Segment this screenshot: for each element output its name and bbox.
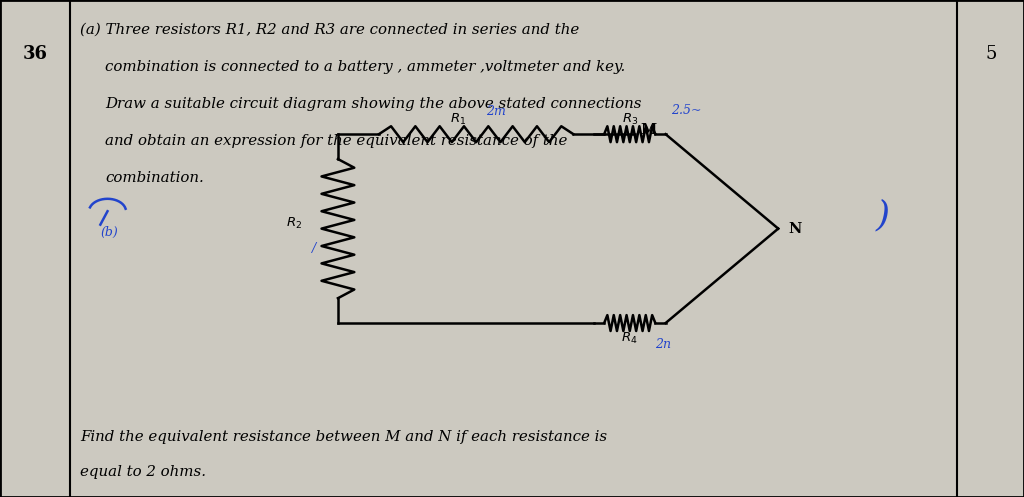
Text: N: N [788,222,802,236]
Text: $R_2$: $R_2$ [286,216,302,231]
Text: (a) Three resistors R1, R2 and R3 are connected in series and the: (a) Three resistors R1, R2 and R3 are co… [80,22,580,36]
Text: 2n: 2n [655,338,672,351]
Text: 2.5~: 2.5~ [671,104,701,117]
Text: equal to 2 ohms.: equal to 2 ohms. [80,465,206,479]
Text: Find the equivalent resistance between M and N if each resistance is: Find the equivalent resistance between M… [80,430,607,444]
Text: and obtain an expression for the equivalent resistance of the: and obtain an expression for the equival… [105,134,568,148]
Text: Draw a suitable circuit diagram showing the above stated connections: Draw a suitable circuit diagram showing … [105,97,642,111]
Text: 36: 36 [23,45,47,63]
Text: 5: 5 [985,45,996,63]
Text: $R_1$: $R_1$ [450,112,466,127]
Text: /: / [312,242,316,255]
Text: 2m: 2m [486,105,506,118]
Text: (b): (b) [100,226,118,239]
Text: combination.: combination. [105,171,204,185]
Text: combination is connected to a battery , ammeter ,voltmeter and key.: combination is connected to a battery , … [105,60,626,74]
Text: M: M [640,123,656,137]
Text: $R_4$: $R_4$ [622,331,638,345]
Text: ): ) [876,199,890,233]
Text: $R_3$: $R_3$ [622,112,638,127]
